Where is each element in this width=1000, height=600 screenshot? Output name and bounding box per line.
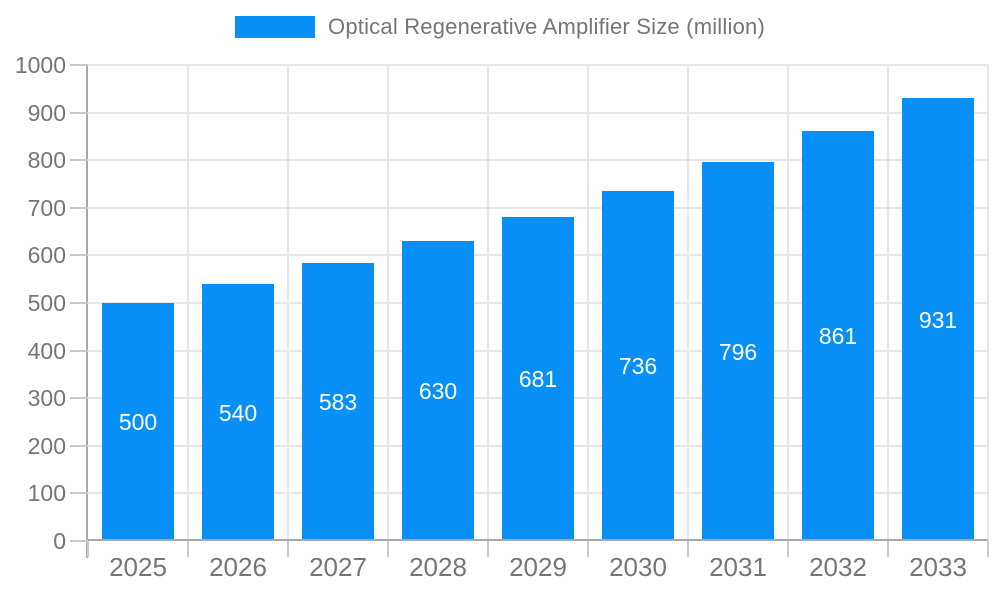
gridline-vertical (687, 65, 689, 541)
bar-value-label: 583 (318, 389, 358, 415)
gridline-vertical (587, 65, 589, 541)
x-axis-tick (787, 541, 789, 557)
x-axis-tick (887, 541, 889, 557)
x-axis-line (86, 539, 988, 541)
y-axis-tick (70, 492, 88, 495)
gridline-vertical (187, 65, 189, 541)
bar-value-label: 931 (918, 306, 958, 333)
gridline-horizontal (88, 64, 988, 66)
y-axis-label: 700 (27, 194, 66, 221)
x-axis-tick (187, 541, 189, 557)
gridline-vertical (487, 65, 489, 541)
y-axis-tick (70, 444, 88, 447)
bar[interactable]: 583 (302, 263, 374, 541)
gridline-horizontal (88, 159, 988, 162)
gridline-horizontal (88, 206, 988, 209)
gridline-vertical (887, 65, 889, 541)
y-axis-tick (70, 206, 88, 209)
y-axis-label: 100 (27, 480, 66, 507)
legend-item[interactable]: Optical Regenerative Amplifier Size (mil… (0, 14, 1000, 40)
bar[interactable]: 681 (502, 217, 574, 541)
x-axis-tick (87, 541, 89, 557)
bar[interactable]: 500 (102, 303, 174, 541)
y-axis-label: 500 (27, 290, 66, 316)
y-axis-tick (70, 159, 88, 162)
y-axis-label: 300 (27, 385, 66, 412)
y-axis-tick (70, 64, 88, 66)
x-axis-label: 2032 (809, 552, 867, 582)
y-axis-tick (70, 540, 88, 542)
bar-value-label: 681 (518, 366, 558, 392)
gridline-horizontal (88, 111, 988, 114)
bar-value-label: 796 (718, 338, 758, 365)
gridline-vertical (387, 65, 389, 541)
bar[interactable]: 630 (402, 241, 474, 541)
bar-value-label: 630 (418, 378, 458, 404)
bar[interactable]: 736 (602, 191, 674, 541)
x-axis-tick (387, 541, 389, 557)
bar[interactable]: 861 (802, 131, 874, 541)
bar-value-label: 736 (618, 353, 658, 379)
x-axis-label: 2033 (909, 552, 967, 582)
bar[interactable]: 540 (202, 284, 274, 541)
legend-label: Optical Regenerative Amplifier Size (mil… (328, 14, 765, 39)
x-axis-label: 2027 (309, 552, 367, 582)
y-axis-label: 600 (27, 242, 66, 269)
x-axis-tick (687, 541, 689, 557)
y-axis-tick (70, 302, 88, 304)
x-axis-label: 2026 (209, 552, 267, 582)
bar-value-label: 540 (218, 399, 258, 426)
gridline-vertical (987, 65, 989, 541)
x-axis-label: 2031 (709, 552, 767, 582)
y-axis-tick (70, 111, 88, 114)
y-axis-label: 800 (27, 147, 66, 174)
x-axis-label: 2025 (109, 552, 167, 582)
y-axis-label: 400 (27, 337, 66, 364)
y-axis-tick (70, 349, 88, 352)
plot-area: 500 540 583 630 681 736 796 861 931 (88, 64, 989, 541)
legend-swatch (235, 16, 316, 38)
y-axis-label: 900 (27, 99, 66, 126)
bar-value-label: 500 (118, 409, 158, 435)
x-axis-label: 2030 (609, 552, 667, 582)
gridline-vertical (287, 65, 289, 541)
x-axis-label: 2029 (509, 552, 567, 582)
bar[interactable]: 931 (902, 98, 974, 541)
x-axis-tick (487, 541, 489, 557)
y-axis-tick (70, 397, 88, 400)
y-axis-label: 200 (27, 432, 66, 459)
x-axis-label: 2028 (409, 552, 467, 582)
y-axis-label: 1000 (14, 52, 66, 78)
x-axis-tick (287, 541, 289, 557)
bar[interactable]: 796 (702, 162, 774, 541)
x-axis-tick (987, 541, 989, 557)
bar-value-label: 861 (818, 323, 858, 349)
x-axis-tick (587, 541, 589, 557)
y-axis-line (86, 65, 88, 558)
y-axis-tick (70, 254, 88, 257)
y-axis-label: 0 (53, 528, 66, 554)
gridline-vertical (787, 65, 789, 541)
